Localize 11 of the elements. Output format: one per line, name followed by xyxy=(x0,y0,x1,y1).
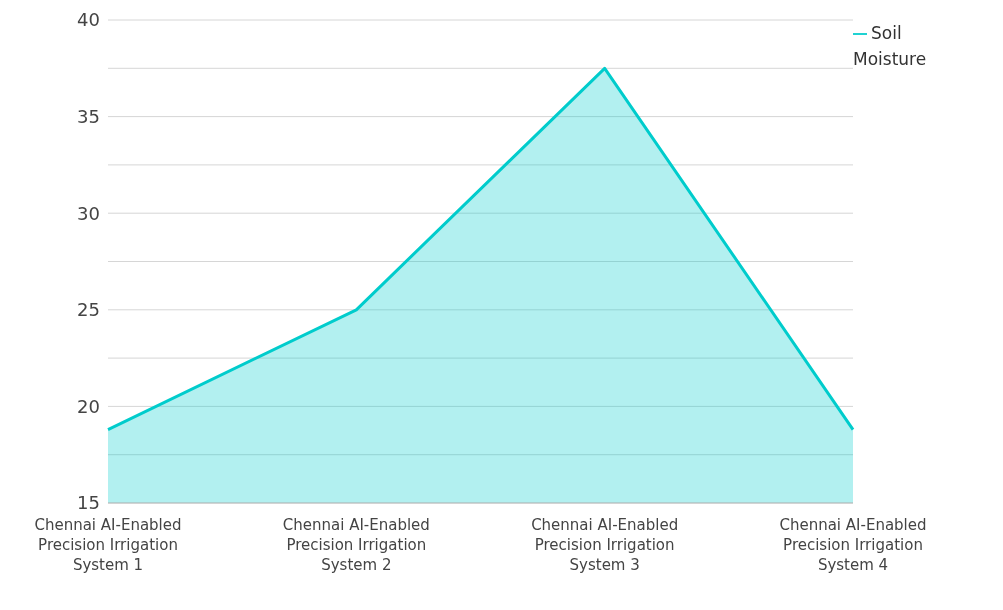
x-tick-label: Chennai AI-Enabled Precision Irrigation System 1 xyxy=(34,516,182,574)
x-tick-label: Chennai AI-Enabled Precision Irrigation System 2 xyxy=(282,516,430,574)
y-tick-label: 25 xyxy=(77,299,100,321)
y-tick-label: 30 xyxy=(77,202,100,224)
y-tick-label: 40 xyxy=(77,9,100,31)
x-tick-label: Chennai AI-Enabled Precision Irrigation System 3 xyxy=(531,516,679,574)
y-tick-label: 35 xyxy=(77,105,100,127)
y-tick-label: 20 xyxy=(77,395,100,417)
legend-label: Soil Moisture xyxy=(853,23,927,69)
y-tick-label: 15 xyxy=(77,492,100,514)
x-tick-label: Chennai AI-Enabled Precision Irrigation System 4 xyxy=(779,516,927,574)
